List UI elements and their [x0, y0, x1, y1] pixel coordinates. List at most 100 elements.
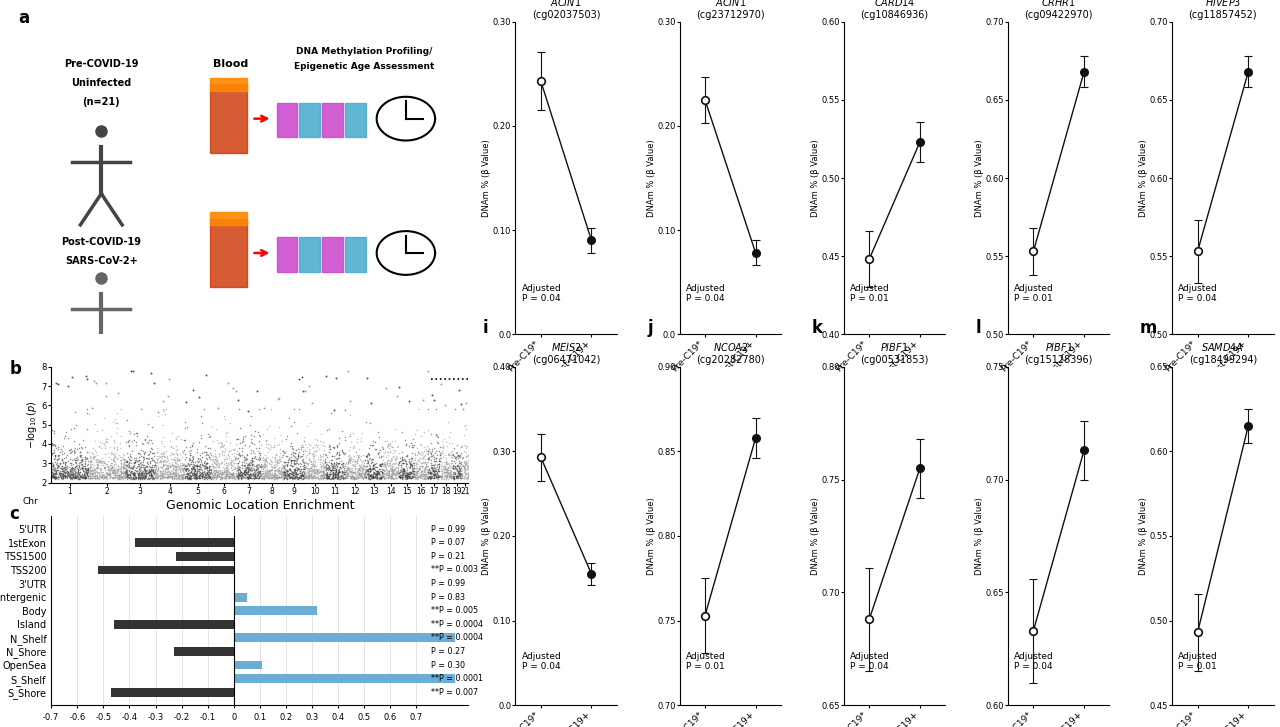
Point — [268, 465, 288, 477]
Point — [302, 448, 323, 459]
Point — [347, 470, 367, 481]
Point — [269, 451, 289, 462]
Point — [412, 468, 433, 480]
Point — [79, 473, 100, 484]
Point — [262, 441, 283, 452]
Point — [426, 429, 447, 441]
Point — [407, 465, 428, 476]
Point — [83, 459, 104, 471]
Point — [301, 462, 321, 473]
Point — [301, 456, 321, 467]
Point — [383, 469, 403, 481]
Point — [124, 473, 145, 485]
Point — [84, 473, 105, 484]
Point — [42, 467, 63, 478]
Point — [67, 454, 87, 466]
Point — [262, 472, 283, 483]
Point — [189, 470, 210, 481]
Point — [458, 459, 479, 471]
Point — [330, 466, 351, 478]
Point — [59, 468, 79, 480]
Point — [374, 473, 394, 484]
Point — [224, 462, 244, 473]
Point — [389, 472, 410, 483]
Point — [77, 452, 97, 464]
Point — [72, 462, 92, 474]
Point — [421, 471, 442, 483]
Point — [257, 456, 278, 467]
Point — [426, 403, 447, 415]
Point — [396, 455, 416, 467]
Point — [198, 462, 219, 473]
Point — [394, 463, 415, 475]
Point — [346, 473, 366, 484]
Point — [305, 470, 325, 481]
Point — [421, 457, 442, 469]
Point — [189, 470, 210, 481]
Point — [422, 469, 443, 481]
Point — [83, 453, 104, 465]
Point — [282, 442, 302, 454]
Point — [147, 454, 168, 465]
Point — [435, 435, 456, 447]
Point — [338, 462, 358, 474]
Point — [205, 472, 225, 483]
Point — [219, 470, 239, 482]
Point — [169, 470, 189, 482]
Point — [136, 470, 156, 481]
Point — [116, 467, 137, 479]
Point — [426, 467, 447, 479]
Point — [370, 458, 390, 470]
Point — [372, 466, 393, 478]
Point — [68, 463, 88, 475]
Point — [335, 466, 356, 478]
Point — [256, 423, 276, 435]
Point — [179, 470, 200, 481]
Point — [174, 464, 195, 475]
Point — [257, 468, 278, 480]
Point — [253, 473, 274, 484]
Point — [387, 390, 407, 402]
Point — [147, 406, 168, 418]
Point — [399, 471, 420, 483]
Point — [261, 458, 282, 470]
Point — [125, 469, 146, 481]
Point — [45, 463, 65, 475]
Point — [422, 463, 443, 475]
Point — [259, 471, 279, 483]
Text: Blood: Blood — [212, 60, 248, 69]
Point — [362, 470, 383, 482]
Point — [211, 441, 232, 452]
Point — [326, 447, 347, 459]
Point — [96, 436, 116, 448]
Point — [91, 471, 111, 483]
Point — [214, 473, 234, 484]
Point — [193, 460, 214, 472]
Point — [227, 385, 247, 396]
Point — [93, 455, 114, 467]
Point — [439, 465, 460, 477]
Point — [81, 470, 101, 482]
Point — [255, 462, 275, 473]
Point — [337, 470, 357, 482]
Point — [202, 454, 223, 465]
Point — [428, 449, 448, 461]
Point — [404, 470, 425, 481]
Point — [219, 468, 239, 480]
Point — [374, 471, 394, 483]
Point — [220, 457, 241, 468]
Point — [243, 470, 264, 481]
Point — [397, 468, 417, 480]
Point — [323, 464, 343, 475]
Point — [132, 466, 152, 478]
Point — [338, 465, 358, 476]
Point — [82, 464, 102, 475]
Point — [47, 379, 68, 390]
Point — [250, 443, 270, 454]
Point — [86, 446, 106, 458]
Point — [326, 446, 347, 458]
Point — [319, 473, 339, 484]
Point — [253, 462, 274, 473]
Point — [291, 441, 311, 453]
Point — [369, 467, 389, 479]
